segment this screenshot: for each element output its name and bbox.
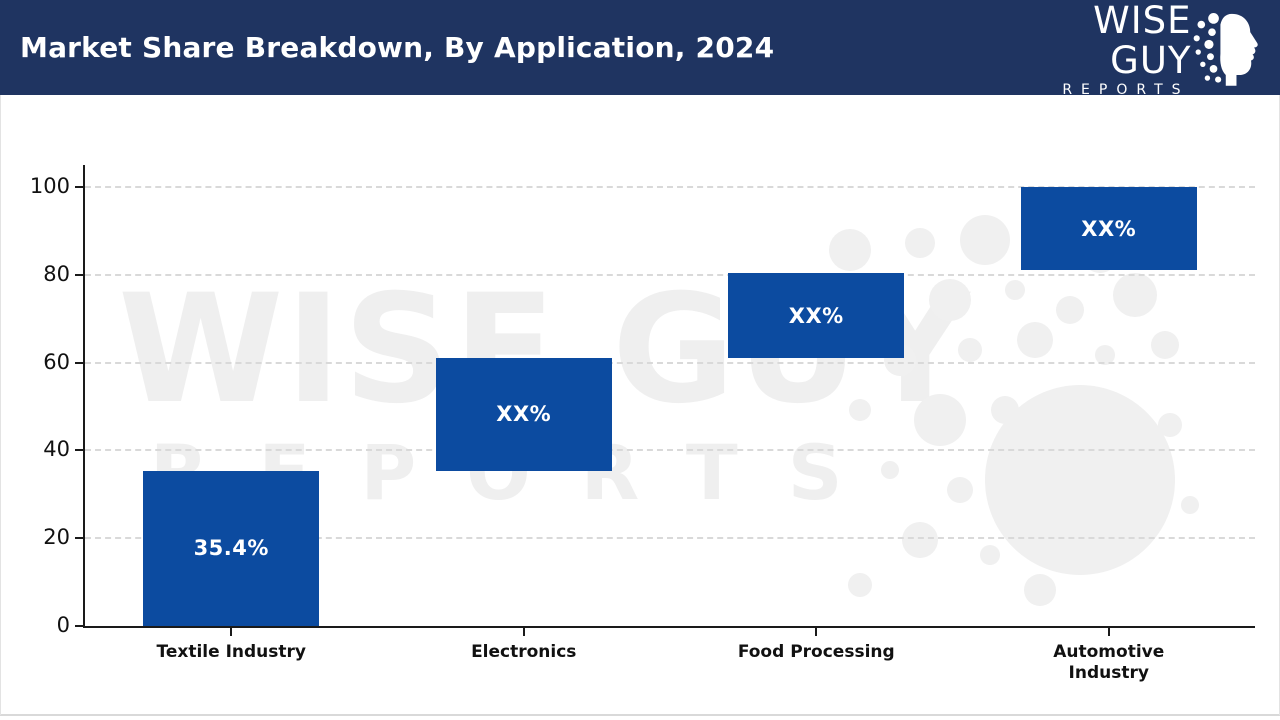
bar-electronics: XX% bbox=[435, 358, 612, 471]
category-label-1: Electronics bbox=[414, 642, 634, 663]
y-tick-label-20: 20 bbox=[43, 525, 70, 550]
wise-guy-logo: WISE GUY REPORTS bbox=[1012, 0, 1262, 98]
gridline-40 bbox=[85, 449, 1255, 452]
gridline-20 bbox=[85, 537, 1255, 540]
y-tick-0 bbox=[75, 625, 85, 627]
category-label-line: Automotive bbox=[1053, 642, 1165, 662]
logo-text: WISE GUY REPORTS bbox=[1012, 0, 1192, 98]
chart-plot-area: 0 20 40 60 80 100 35.4% Textile Industry XX% Elec… bbox=[0, 95, 1280, 720]
logo-head-icon bbox=[1193, 13, 1258, 86]
y-tick-label-60: 60 bbox=[43, 349, 70, 374]
bar-value-label: 35.4% bbox=[193, 536, 269, 561]
x-tick-2 bbox=[815, 628, 818, 636]
page-title: Market Share Breakdown, By Application, … bbox=[20, 31, 775, 64]
bar-value-label: XX% bbox=[788, 303, 844, 328]
bar-food-processing: XX% bbox=[728, 273, 905, 359]
y-tick-label-0: 0 bbox=[56, 613, 70, 637]
header-bar: Market Share Breakdown, By Application, … bbox=[0, 0, 1280, 98]
logo-text-secondary: REPORTS bbox=[1062, 81, 1190, 98]
x-axis-line bbox=[83, 626, 1255, 628]
y-tick-label-80: 80 bbox=[43, 261, 70, 286]
category-label-3: Automotive Industry bbox=[999, 642, 1219, 684]
category-label-line: Industry bbox=[1068, 663, 1149, 683]
bar-automotive-industry: XX% bbox=[1020, 187, 1197, 271]
x-tick-0 bbox=[230, 628, 233, 636]
bar-value-label: XX% bbox=[1081, 216, 1137, 241]
category-label-line: Food Processing bbox=[737, 642, 895, 662]
y-tick-80 bbox=[75, 273, 85, 276]
y-axis-line bbox=[83, 165, 85, 628]
gridline-60 bbox=[85, 361, 1255, 364]
bar-value-label: XX% bbox=[496, 402, 552, 427]
bottom-edge-rule bbox=[0, 714, 1280, 716]
category-label-line: Textile Industry bbox=[156, 642, 306, 662]
gridline-100 bbox=[85, 186, 1255, 188]
y-tick-60 bbox=[75, 361, 85, 364]
category-label-0: Textile Industry bbox=[121, 642, 341, 663]
x-tick-1 bbox=[522, 628, 525, 636]
logo-text-primary: WISE GUY bbox=[1093, 0, 1192, 82]
bar-textile-industry: 35.4% bbox=[143, 470, 320, 626]
x-tick-3 bbox=[1107, 628, 1110, 636]
y-tick-label-40: 40 bbox=[43, 437, 70, 462]
y-tick-100 bbox=[75, 186, 85, 188]
y-tick-20 bbox=[75, 537, 85, 540]
category-label-2: Food Processing bbox=[706, 642, 926, 663]
y-tick-40 bbox=[75, 449, 85, 452]
gridline-80 bbox=[85, 273, 1255, 276]
category-label-line: Electronics bbox=[471, 642, 577, 662]
y-tick-label-100: 100 bbox=[29, 174, 70, 198]
left-edge-rule bbox=[0, 95, 1, 715]
